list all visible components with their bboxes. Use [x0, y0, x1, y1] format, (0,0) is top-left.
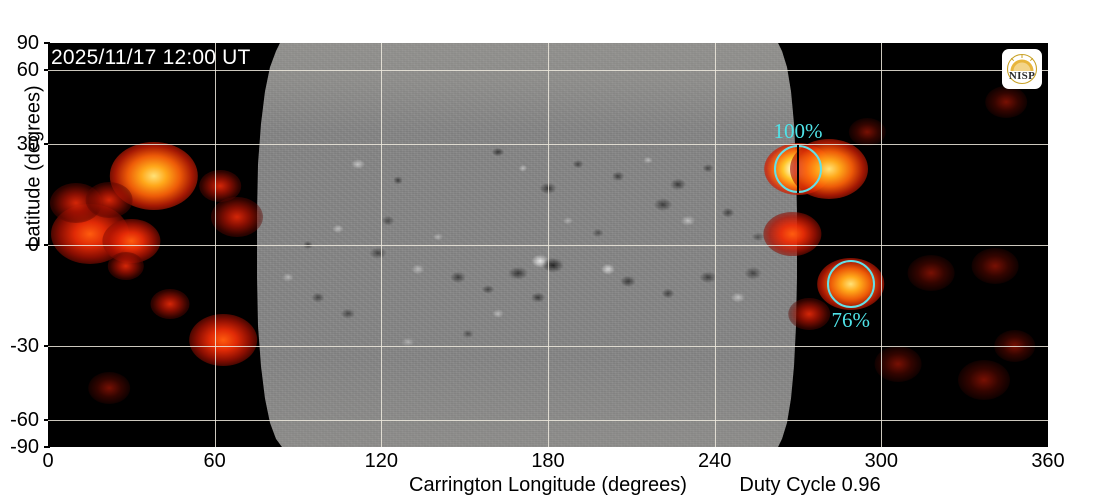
gridline-lon-180 [548, 43, 549, 447]
farside-blob [107, 252, 144, 281]
farside-blob [199, 169, 242, 202]
farside-blob [210, 196, 263, 237]
farside-blob [907, 255, 955, 292]
y-tick-label-30: 30 [16, 133, 39, 155]
sun-arc-icon [1006, 53, 1038, 85]
x-tick-label-300: 300 [864, 450, 899, 472]
date-stamp: 2025/11/17 12:00 UT [51, 46, 251, 69]
farside-blob [874, 345, 922, 382]
y-tick-mark-90 [44, 42, 50, 44]
x-tick-label-360: 360 [1031, 450, 1065, 472]
annotation-circle-region-76 [826, 259, 875, 308]
x-tick-label-120: 120 [364, 450, 399, 472]
x-tick-label-240: 240 [697, 450, 732, 472]
farside-blob [849, 118, 886, 147]
nisp-logo-text: NISP [1008, 70, 1036, 82]
annotation-label-region-100: 100% [773, 119, 823, 144]
gridline-lon-60 [214, 43, 216, 447]
farside-blob [763, 212, 822, 257]
y-tick-label--60: -60 [10, 408, 39, 431]
duty-cycle-label: Duty Cycle 0.96 [739, 474, 881, 496]
y-tick-label-90: 90 [16, 32, 39, 54]
gridline-lon-240 [714, 43, 716, 447]
farside-blob [788, 298, 830, 331]
y-tick-label--90: -90 [10, 436, 39, 458]
y-axis: 90 60 30 0 -30 -60 -90 [0, 33, 50, 457]
y-tick-mark--30 [44, 345, 50, 347]
y-tick-mark-30 [44, 143, 50, 145]
farside-blob [85, 181, 133, 218]
farside-blob [985, 86, 1028, 119]
gridline-lon-120 [381, 43, 383, 447]
x-axis-title: Carrington Longitude (degrees) [409, 474, 687, 496]
y-tick-label-60: 60 [16, 59, 39, 82]
y-tick-mark--60 [44, 418, 50, 421]
x-tick-label-180: 180 [531, 450, 565, 472]
farside-blob [189, 313, 257, 366]
y-tick-label-0: 0 [27, 234, 39, 256]
farside-blob [958, 360, 1011, 401]
y-tick-mark-60 [44, 69, 50, 72]
nisp-logo: NISP [1002, 49, 1042, 89]
farside-blob [150, 289, 190, 320]
farside-blob [88, 371, 130, 404]
y-tick-label--30: -30 [10, 335, 39, 357]
plot-area[interactable]: 100% 76% 2025/11/17 12:00 UT NISP [48, 43, 1048, 447]
farside-blob [971, 248, 1019, 285]
x-tick-label-60: 60 [203, 450, 226, 472]
annotation-wedge-region-100 [797, 145, 799, 194]
y-tick-mark-0 [44, 244, 50, 246]
annotation-label-region-76: 76% [831, 307, 871, 332]
y-tick-mark--90 [44, 446, 50, 448]
gridline-lon-300 [881, 43, 883, 447]
y-axis-title: Latitude (degrees) [22, 85, 45, 248]
x-tick-label-0: 0 [42, 450, 54, 472]
